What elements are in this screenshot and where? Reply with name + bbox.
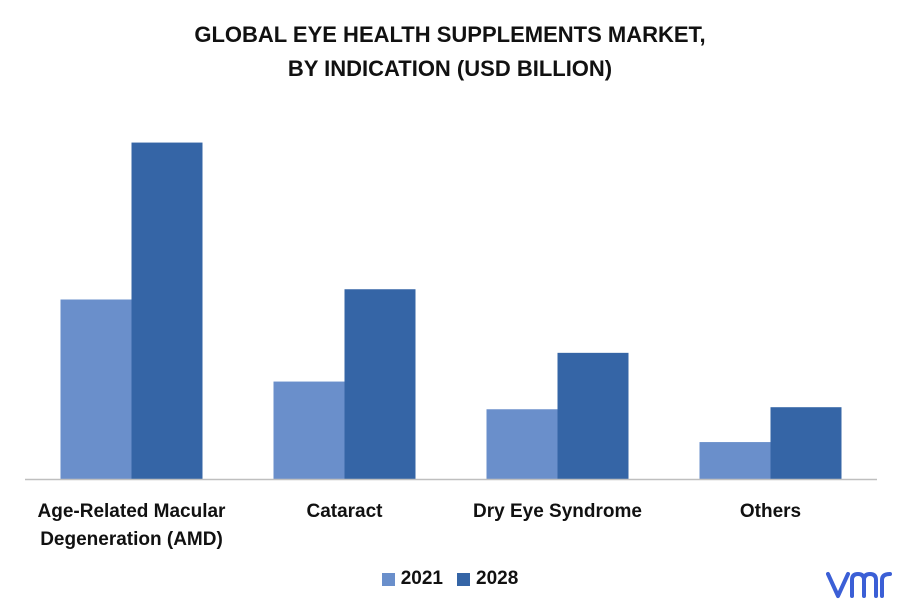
chart-title-line-1: GLOBAL EYE HEALTH SUPPLEMENTS MARKET,: [194, 22, 706, 47]
category-label-4: Others: [656, 498, 886, 526]
bar-2021-2: [273, 381, 345, 479]
chart-title-line-2: BY INDICATION (USD BILLION): [287, 56, 613, 81]
vmr-logo: [826, 566, 896, 607]
legend-swatch-2028: [457, 572, 470, 586]
legend-item-2028: 2028: [457, 568, 518, 590]
bar-2021-3: [486, 409, 558, 479]
bar-2021-4: [699, 442, 771, 479]
legend-swatch-2021: [381, 572, 395, 586]
bar-2028-4: [770, 407, 842, 479]
legend-label-2028: 2028: [476, 568, 519, 589]
category-label-3-line-1: Dry Eye Syndrome: [473, 501, 642, 522]
legend-item-2021: 2021: [381, 568, 443, 590]
bar-2028-3: [557, 352, 629, 479]
category-label-1: Age-Related Macular Degeneration (AMD): [17, 498, 247, 554]
category-label-2-line-1: Cataract: [306, 501, 383, 522]
category-label-1-line-1: Age-Related Macular: [37, 501, 226, 522]
category-label-4-line-1: Others: [739, 501, 802, 522]
bar-2021-1: [60, 299, 132, 479]
legend: 2021 2028: [0, 568, 900, 590]
category-label-3: Dry Eye Syndrome: [443, 498, 673, 526]
category-label-1-line-2: Degeneration (AMD): [40, 529, 223, 550]
legend-label-2021: 2021: [400, 568, 443, 589]
chart-title: GLOBAL EYE HEALTH SUPPLEMENTS MARKET, BY…: [0, 18, 900, 86]
category-label-2: Cataract: [230, 498, 460, 526]
bar-2028-1: [131, 142, 203, 479]
bar-2028-2: [344, 289, 416, 479]
